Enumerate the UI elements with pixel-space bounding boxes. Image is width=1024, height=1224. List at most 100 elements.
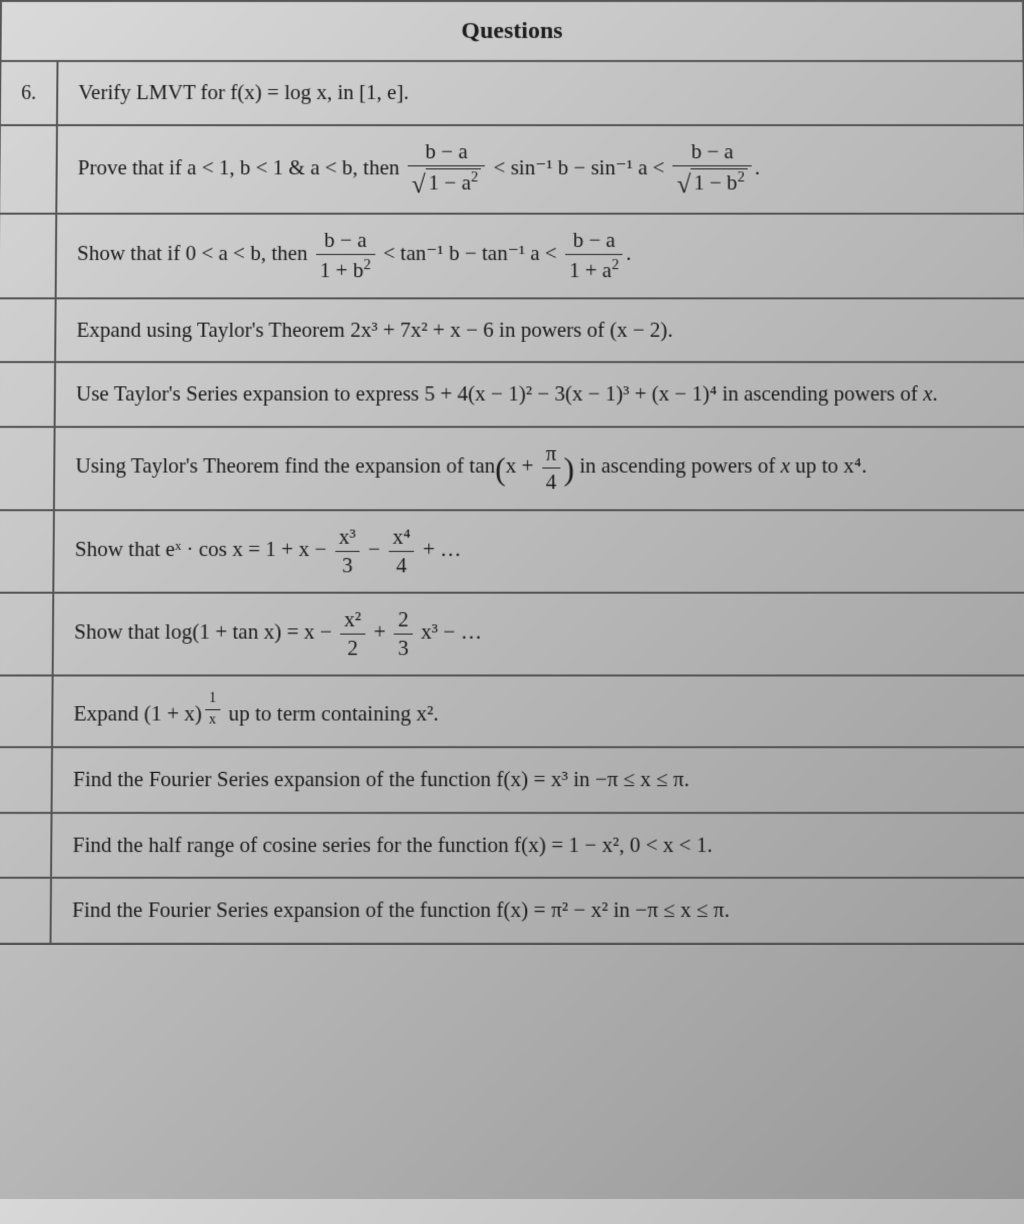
table-row: Expand using Taylor's Theorem 2x³ + 7x² … [0, 298, 1024, 362]
text: Show that [75, 537, 166, 561]
question-cell: Show that if 0 < a < b, then b − a 1 + b… [56, 214, 1024, 298]
fraction: x²2 [340, 608, 365, 660]
math: (1 + x) [144, 701, 202, 726]
math: + [374, 620, 391, 645]
table-row: Prove that if a < 1, b < 1 & a < b, then… [0, 125, 1024, 214]
table-row: Use Taylor's Series expansion to express… [0, 362, 1024, 426]
numerator: 2 [394, 608, 413, 635]
table-row: Find the Fourier Series expansion of the… [0, 878, 1024, 944]
text: up to term containing [223, 701, 416, 726]
text: . [684, 767, 689, 792]
sqrt-icon: √ [677, 171, 691, 198]
math: x + [506, 453, 539, 477]
text: . [755, 155, 760, 179]
header-cell: Questions [0, 1, 1023, 61]
text: . [403, 80, 408, 104]
question-cell: Verify LMVT for f(x) = log x, in [1, e]. [57, 61, 1024, 125]
text: Expand [74, 701, 144, 726]
math-fn: f(x) = log x [230, 80, 327, 104]
question-cell: Find the Fourier Series expansion of the… [51, 878, 1024, 944]
math: x⁴ [843, 453, 861, 477]
text: in ascending powers of [574, 453, 780, 477]
math: < tan⁻¹ b − tan⁻¹ a < [383, 242, 562, 266]
fraction: b − a √1 − a2 [408, 140, 486, 199]
sup: 2 [612, 257, 619, 273]
row-number [0, 747, 52, 812]
sup: 2 [737, 169, 744, 185]
questions-table: Questions 6. Verify LMVT for f(x) = log … [0, 0, 1024, 945]
numerator: π [542, 442, 561, 468]
row-number [0, 878, 51, 944]
table-row: Show that if 0 < a < b, then b − a 1 + b… [0, 214, 1024, 298]
text: Use Taylor's Series expansion to express [76, 381, 425, 405]
text: . [667, 317, 672, 341]
sqrt-body: 1 − a2 [426, 168, 482, 194]
text: Find the Fourier Series expansion of the… [72, 898, 496, 923]
math: (x − 2) [610, 317, 668, 341]
exponent: 1x [202, 700, 223, 716]
text: . [626, 242, 631, 266]
math: a < 1, b < 1 & a < b [187, 155, 353, 179]
text: . [724, 898, 729, 923]
row-number [0, 362, 55, 426]
question-cell: Show that log(1 + tan x) = x − x²2 + 23 … [53, 593, 1024, 676]
paren-icon: ) [564, 451, 575, 487]
math: eˣ · cos x = 1 + x − [165, 537, 331, 561]
math: 0 < a < b [185, 242, 260, 266]
numerator: b − a [316, 229, 375, 255]
fraction: x³3 [335, 525, 360, 577]
numerator: b − a [673, 140, 752, 166]
math: x³ − … [421, 620, 482, 645]
numerator: b − a [408, 140, 486, 166]
math: −π ≤ x ≤ π [595, 767, 684, 792]
text: . [861, 453, 866, 477]
question-cell: Prove that if a < 1, b < 1 & a < b, then… [56, 125, 1024, 214]
table-row: Show that log(1 + tan x) = x − x²2 + 23 … [0, 593, 1024, 676]
text: Expand using Taylor's Theorem [76, 317, 350, 341]
math: −π ≤ x ≤ π [635, 898, 724, 923]
table-row: Find the half range of cosine series for… [0, 812, 1024, 877]
row-number: 6. [0, 61, 58, 125]
math-var: x [780, 453, 790, 477]
text: , then [353, 155, 405, 179]
text: . [707, 832, 712, 857]
denominator: x [205, 710, 220, 728]
row-number [0, 214, 56, 298]
text: 1 − b [694, 170, 738, 194]
fraction: π4 [542, 442, 561, 494]
question-cell: Using Taylor's Theorem find the expansio… [54, 427, 1024, 510]
numerator: x⁴ [388, 525, 414, 552]
text: , then [261, 242, 313, 266]
row-number [0, 298, 56, 362]
row-number [0, 427, 55, 510]
text: 1 + b [320, 258, 364, 282]
fraction: b − a 1 + a2 [565, 229, 623, 283]
math: f(x) = x³ [496, 767, 568, 792]
math: 2x³ + 7x² + x − 6 [350, 317, 493, 341]
row-number [0, 593, 53, 676]
question-cell: Use Taylor's Series expansion to express… [55, 362, 1024, 426]
text: Prove that if [78, 155, 188, 179]
numerator: x² [340, 608, 365, 635]
text: Show that if [77, 242, 186, 266]
row-number [0, 812, 52, 877]
text: Find the half range of cosine series for… [73, 832, 515, 857]
text: 1 − a [429, 170, 471, 194]
fraction: 1x [205, 691, 220, 728]
math: x² [416, 701, 433, 726]
question-cell: Find the Fourier Series expansion of the… [52, 747, 1024, 812]
sup: 2 [363, 257, 370, 273]
row-number [0, 510, 54, 593]
question-cell: Show that eˣ · cos x = 1 + x − x³3 − x⁴4… [53, 510, 1024, 593]
sqrt-icon: √ [412, 171, 426, 198]
denominator: 3 [394, 635, 413, 661]
text: in [608, 898, 635, 923]
table-row: Using Taylor's Theorem find the expansio… [0, 427, 1024, 510]
question-cell: Expand (1 + x)1x up to term containing x… [52, 676, 1024, 748]
math-var: x [923, 381, 933, 405]
math: f(x) = π² − x² [496, 898, 608, 923]
denominator: √1 − a2 [408, 166, 486, 198]
text: , [619, 832, 630, 857]
fraction: 23 [394, 608, 413, 660]
math: f(x) = 1 − x² [514, 832, 619, 857]
